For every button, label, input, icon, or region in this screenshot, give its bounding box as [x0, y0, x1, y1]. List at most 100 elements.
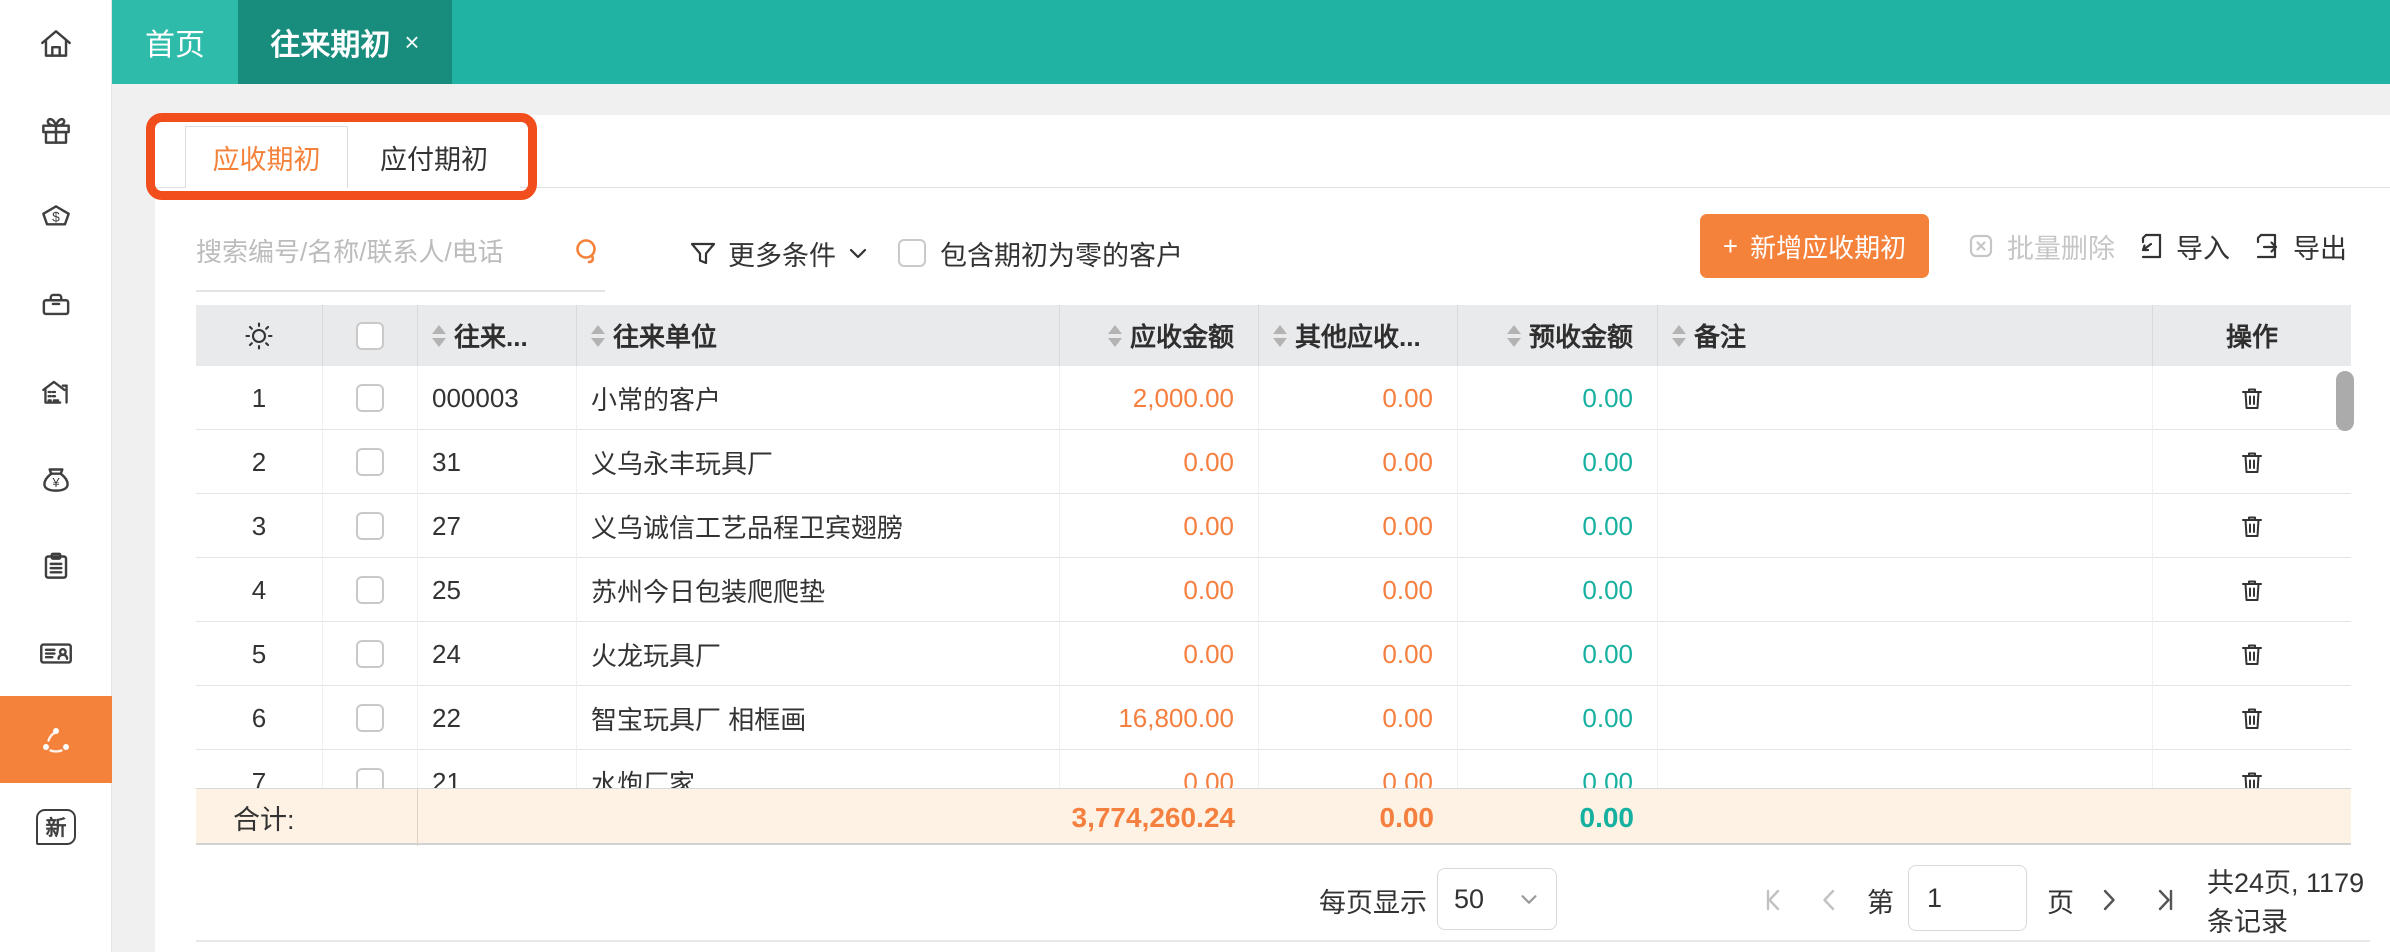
- sort-icon[interactable]: [1672, 324, 1686, 347]
- partner-code: 27: [418, 494, 577, 558]
- contact-card-icon: [40, 642, 72, 664]
- sidebar-item-gift[interactable]: [0, 87, 112, 174]
- row-checkbox[interactable]: [356, 640, 384, 668]
- sell-house-icon: $: [42, 204, 70, 226]
- prev-page-button[interactable]: [1807, 878, 1851, 922]
- sort-icon[interactable]: [1273, 324, 1287, 347]
- row-checkbox[interactable]: [356, 384, 384, 412]
- export-label: 导出: [2293, 233, 2347, 264]
- remark-cell: [1658, 750, 2153, 788]
- include-zero-checkbox[interactable]: [898, 239, 926, 267]
- remark-cell: [1658, 494, 2153, 558]
- select-all-checkbox[interactable]: [356, 321, 384, 350]
- receivable-amount: 16,800.00: [1060, 686, 1259, 750]
- header-receivable-label: 应收金额: [1129, 322, 1234, 352]
- delete-icon[interactable]: [2237, 703, 2267, 733]
- briefcase-icon: [42, 293, 70, 315]
- sort-icon[interactable]: [591, 324, 605, 347]
- sidebar-item-finance[interactable]: ¥: [0, 435, 112, 522]
- per-page-select[interactable]: 50: [1437, 868, 1557, 930]
- warehouse-icon: [42, 380, 68, 404]
- header-code[interactable]: 往来...: [418, 305, 577, 366]
- receivable-amount: 0.00: [1060, 750, 1259, 788]
- topbar-tab-home[interactable]: 首页: [112, 0, 238, 84]
- table-row: 1 000003 小常的客户 2,000.00 0.00 0.00: [196, 366, 2351, 430]
- more-filters-button[interactable]: 更多条件: [688, 214, 870, 292]
- import-button[interactable]: 导入: [2134, 214, 2230, 278]
- prepaid-amount: 0.00: [1458, 494, 1658, 558]
- header-prepaid[interactable]: 预收金额: [1458, 305, 1658, 366]
- header-name-label: 往来单位: [613, 322, 718, 352]
- tab-receivable-label: 应收期初: [212, 145, 321, 175]
- svg-text:¥: ¥: [51, 475, 60, 489]
- money-bag-icon: ¥: [43, 467, 69, 492]
- pagination-bar: 每页显示 50 第 页 共24页, 1179条记录: [155, 860, 2390, 940]
- totals-other: 0.00: [1379, 801, 1435, 833]
- sort-icon[interactable]: [1107, 324, 1122, 347]
- tab-receivable-opening[interactable]: 应收期初: [185, 126, 348, 188]
- row-checkbox-cell: [323, 558, 418, 622]
- header-remark[interactable]: 备注: [1658, 305, 2153, 366]
- row-checkbox[interactable]: [356, 448, 384, 476]
- gear-icon[interactable]: [243, 320, 275, 352]
- delete-icon[interactable]: [2237, 639, 2267, 669]
- header-name[interactable]: 往来单位: [577, 305, 1060, 366]
- row-checkbox[interactable]: [356, 704, 384, 732]
- search-icon[interactable]: [571, 235, 605, 269]
- export-button[interactable]: 导出: [2251, 214, 2347, 278]
- delete-icon[interactable]: [2237, 575, 2267, 605]
- new-badge-text: 新: [45, 816, 67, 840]
- table-row: 5 24 火龙玩具厂 0.00 0.00 0.00: [196, 622, 2351, 686]
- delete-icon[interactable]: [2237, 511, 2267, 541]
- vertical-scrollbar[interactable]: [2336, 371, 2354, 431]
- delete-icon[interactable]: [2237, 383, 2267, 413]
- next-page-button[interactable]: [2087, 878, 2131, 922]
- row-checkbox[interactable]: [356, 576, 384, 604]
- search-input[interactable]: [196, 236, 571, 268]
- sidebar-item-new[interactable]: 新: [0, 783, 112, 870]
- sidebar-item-home[interactable]: [0, 0, 112, 87]
- sidebar-item-contacts[interactable]: [0, 609, 112, 696]
- sidebar-item-share-active[interactable]: [0, 696, 112, 783]
- tab-close-icon[interactable]: ×: [404, 26, 420, 57]
- partner-name: 苏州今日包装爬爬垫: [577, 558, 1060, 622]
- partner-code: 24: [418, 622, 577, 686]
- action-cell: [2153, 430, 2351, 494]
- row-checkbox[interactable]: [356, 768, 384, 788]
- search-box: [196, 214, 605, 292]
- prev-page-icon: [1823, 889, 1835, 911]
- column-settings-cell: [196, 305, 323, 366]
- partner-name: 火龙玩具厂: [577, 622, 1060, 686]
- batch-delete-button[interactable]: 批量删除: [1965, 214, 2115, 278]
- page-number-input[interactable]: [1908, 865, 2027, 931]
- first-page-icon: [1766, 889, 1780, 911]
- include-zero-label: 包含期初为零的客户: [940, 240, 1183, 271]
- row-number: 1: [196, 366, 323, 430]
- row-checkbox[interactable]: [356, 512, 384, 540]
- table-body: 1 000003 小常的客户 2,000.00 0.00 0.00 2: [196, 366, 2351, 788]
- topbar-tab-current[interactable]: 往来期初 ×: [238, 0, 452, 84]
- sidebar-item-purchase[interactable]: [0, 261, 112, 348]
- sidebar-item-orders[interactable]: [0, 522, 112, 609]
- header-receivable[interactable]: 应收金额: [1060, 305, 1259, 366]
- add-receivable-opening-button[interactable]: + 新增应收期初: [1700, 214, 1929, 278]
- tab-payable-opening[interactable]: 应付期初: [348, 126, 520, 188]
- sort-icon[interactable]: [1506, 324, 1521, 347]
- table-row: 4 25 苏州今日包装爬爬垫 0.00 0.00 0.00: [196, 558, 2351, 622]
- delete-icon[interactable]: [2237, 767, 2267, 788]
- header-other[interactable]: 其他应收...: [1259, 305, 1458, 366]
- gift-icon: [42, 117, 70, 144]
- other-receivable-amount: 0.00: [1259, 430, 1458, 494]
- plus-icon: +: [1722, 230, 1739, 261]
- sidebar-item-warehouse[interactable]: [0, 348, 112, 435]
- delete-icon[interactable]: [2237, 447, 2267, 477]
- sort-icon[interactable]: [432, 324, 446, 347]
- import-label: 导入: [2176, 233, 2230, 264]
- last-page-button[interactable]: [2143, 878, 2187, 922]
- sidebar-item-sales[interactable]: $: [0, 174, 112, 261]
- partner-code: 21: [418, 750, 577, 788]
- first-page-button[interactable]: [1751, 878, 1795, 922]
- last-page-icon: [2158, 889, 2173, 911]
- row-checkbox-cell: [323, 622, 418, 686]
- bottom-divider: [196, 940, 2370, 942]
